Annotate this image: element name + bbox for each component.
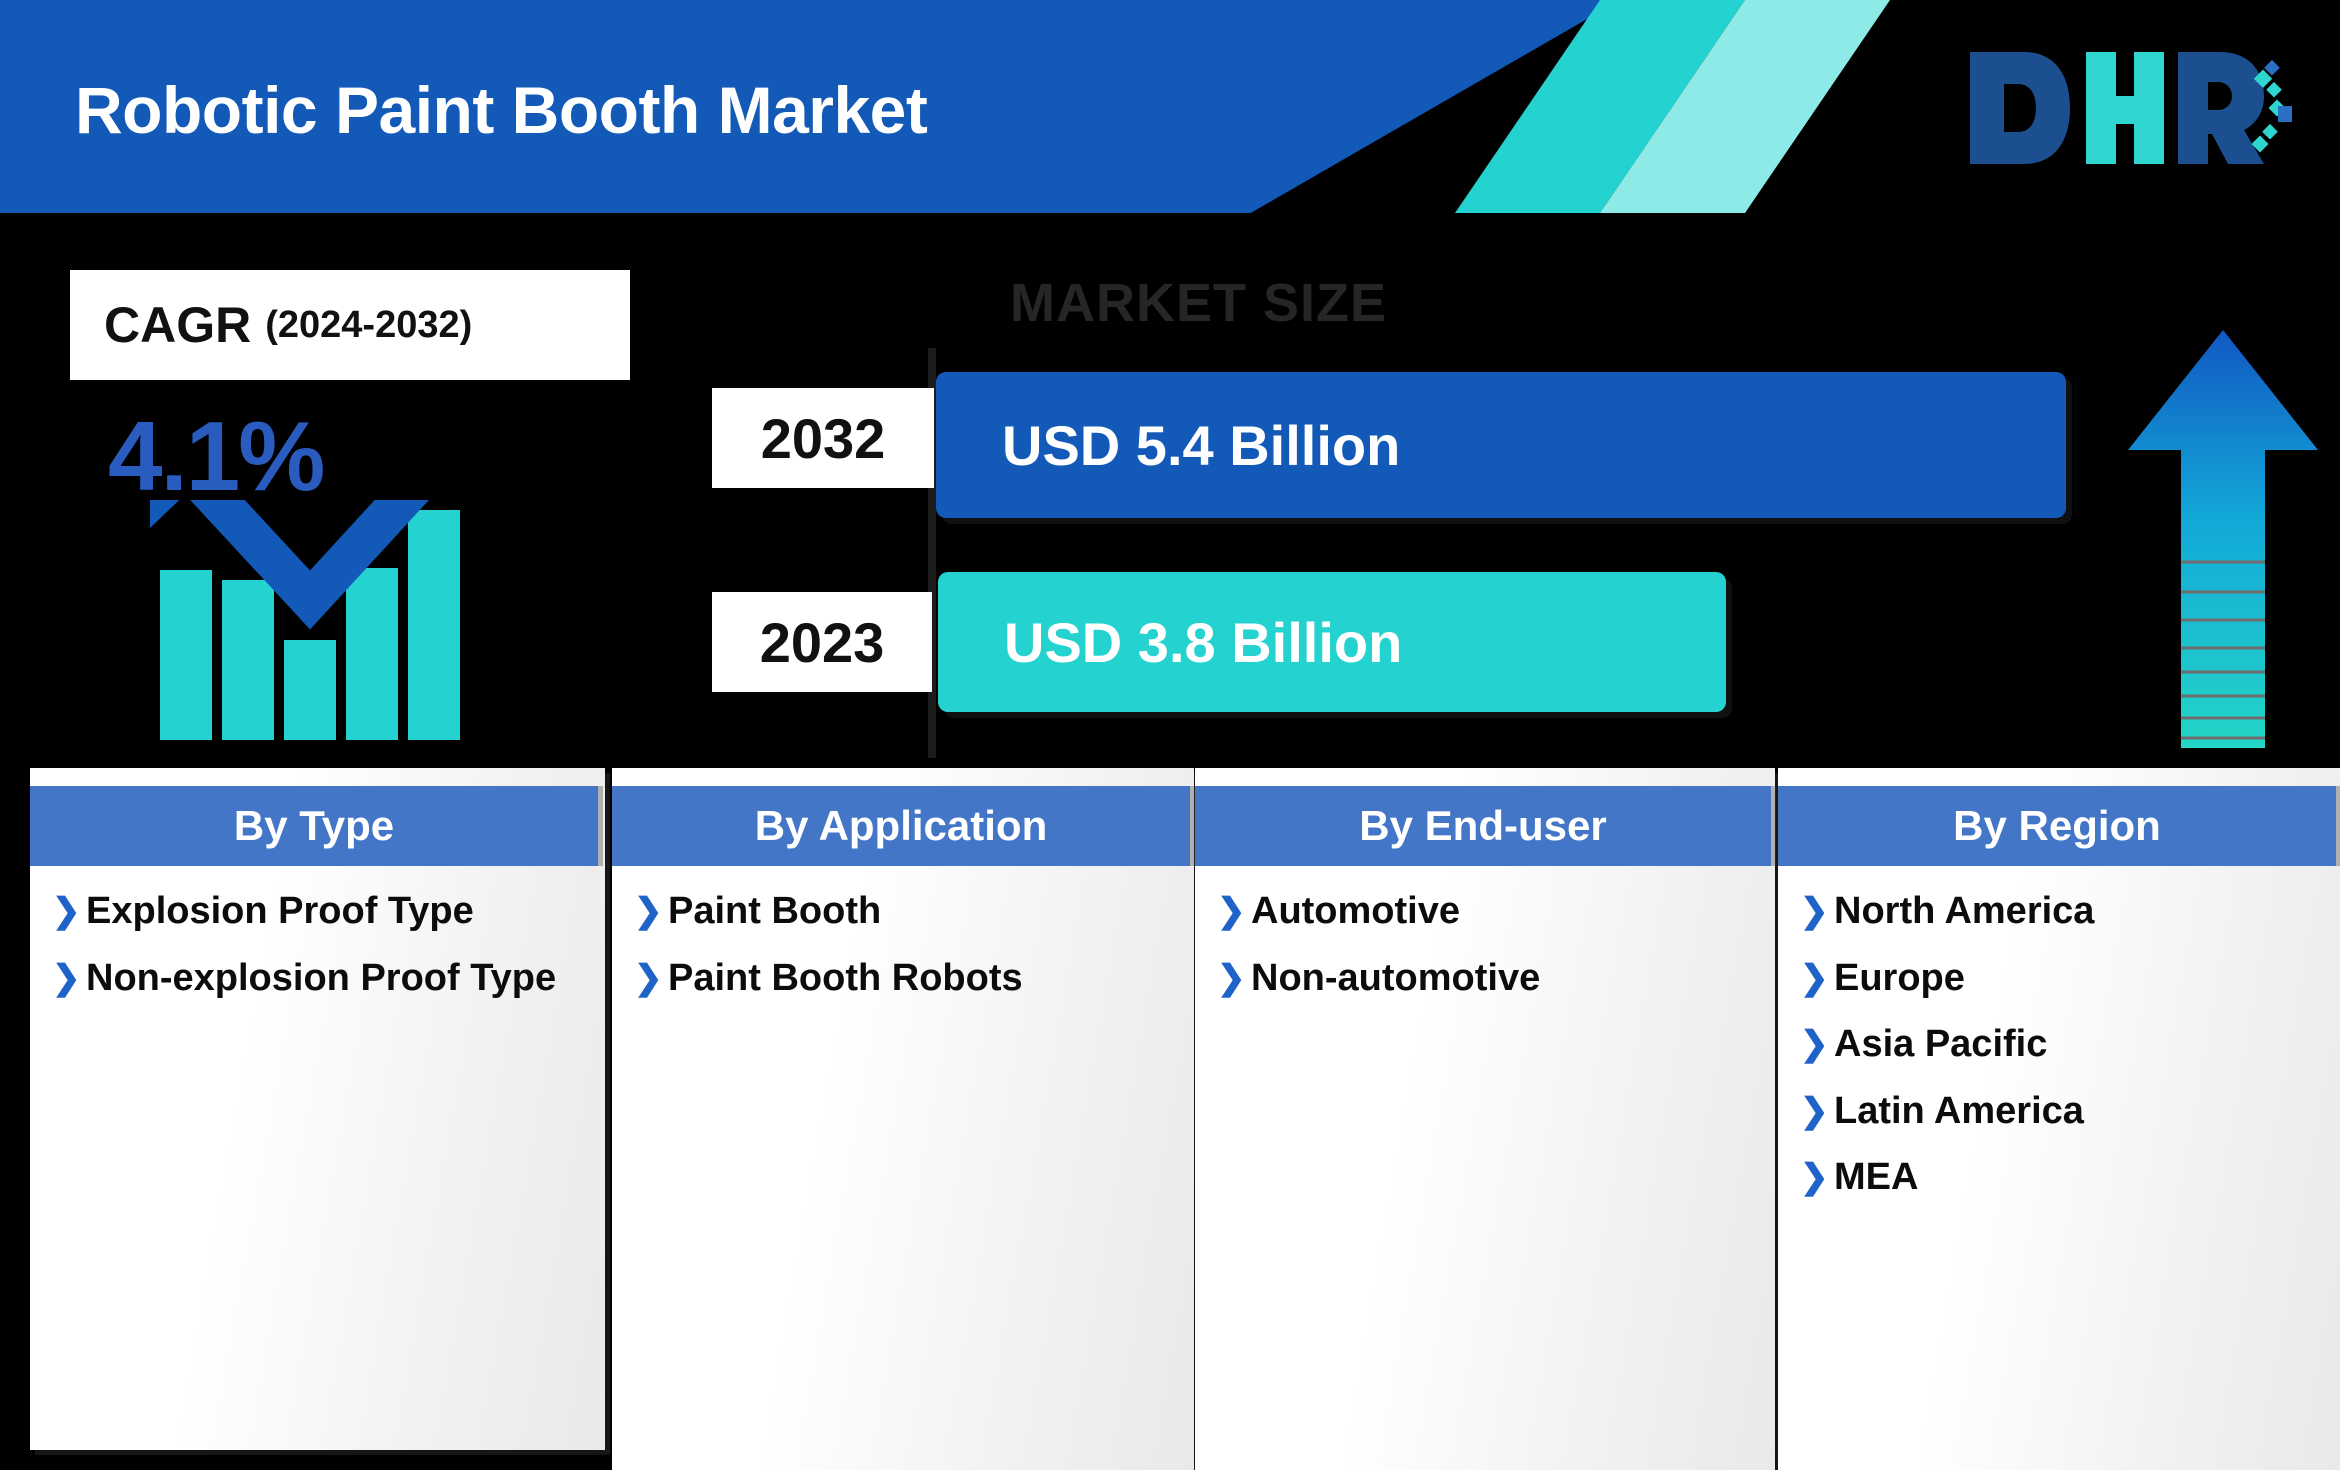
segment-columns: By Type ❯ Explosion Proof Type ❯ Non-exp… [0, 768, 2340, 1470]
list-item[interactable]: ❯ Asia Pacific [1800, 1023, 2326, 1066]
segment-card [30, 768, 605, 1450]
list-item[interactable]: ❯ Europe [1800, 957, 2326, 1000]
cagr-label: CAGR [104, 297, 252, 353]
chevron-right-icon: ❯ [1217, 958, 1246, 997]
market-size-value-2032: USD 5.4 Billion [1002, 413, 1401, 477]
cagr-box: CAGR (2024-2032) [70, 270, 630, 380]
segment-item-label: MEA [1834, 1156, 1919, 1199]
segment-item-label: Paint Booth Robots [668, 956, 1023, 999]
cagr-value: 4.1% [108, 401, 325, 511]
segment-card [612, 768, 1194, 1470]
market-size-value-2023: USD 3.8 Billion [1004, 610, 1403, 674]
list-item[interactable]: ❯ Paint Booth Robots [634, 957, 1180, 1000]
chevron-right-icon: ❯ [52, 892, 81, 930]
year-label-2032: 2032 [712, 388, 934, 488]
market-size-axis [928, 348, 936, 758]
segment-heading-by-type: By Type [30, 786, 598, 866]
segment-item-label: North America [1834, 890, 2095, 932]
segment-list-by-end-user: ❯ Automotive ❯ Non-automotive [1217, 890, 1761, 1023]
dhr-logo-icon [1970, 52, 2292, 164]
segment-list-by-application: ❯ Paint Booth ❯ Paint Booth Robots [634, 890, 1180, 1023]
chevron-right-icon: ❯ [1800, 958, 1829, 997]
segment-item-label: Asia Pacific [1834, 1023, 2048, 1066]
segment-item-label: Latin America [1834, 1089, 2084, 1132]
chevron-right-icon: ❯ [1800, 1025, 1829, 1064]
list-item[interactable]: ❯ North America [1800, 890, 2326, 933]
market-size-bar-2032: USD 5.4 Billion [936, 372, 2066, 518]
list-item[interactable]: ❯ Explosion Proof Type [52, 890, 591, 933]
list-item[interactable]: ❯ Paint Booth [634, 890, 1180, 933]
segment-heading-by-application: By Application [612, 786, 1190, 866]
chevron-right-icon: ❯ [1217, 892, 1246, 930]
segment-heading-by-end-user: By End-user [1195, 786, 1771, 866]
market-size-heading: MARKET SIZE [1010, 273, 1388, 333]
cagr-period: (2024-2032) [265, 303, 473, 346]
segment-card [1195, 768, 1775, 1470]
segment-item-label: Paint Booth [668, 890, 882, 932]
upward-arrow-icon [2128, 330, 2318, 748]
segment-item-label: Non-explosion Proof Type [86, 956, 557, 999]
segment-card [1778, 768, 2340, 1470]
list-item[interactable]: ❯ Latin America [1800, 1090, 2326, 1133]
segment-list-by-type: ❯ Explosion Proof Type ❯ Non-explosion P… [52, 890, 591, 1023]
chevron-right-icon: ❯ [52, 958, 81, 997]
segment-item-label: Explosion Proof Type [86, 890, 474, 932]
growth-chart-icon [150, 500, 460, 740]
chevron-right-icon: ❯ [634, 892, 663, 930]
segment-item-label: Automotive [1251, 890, 1460, 932]
list-item[interactable]: ❯ Non-explosion Proof Type [52, 957, 591, 1000]
chevron-right-icon: ❯ [1800, 892, 1829, 930]
page-header: Robotic Paint Booth Market [0, 0, 2340, 213]
segment-item-label: Europe [1834, 956, 1965, 999]
market-size-bar-2023: USD 3.8 Billion [938, 572, 1726, 712]
segment-item-label: Non-automotive [1251, 956, 1541, 999]
segment-list-by-region: ❯ North America ❯ Europe ❯ Asia Pacific … [1800, 890, 2326, 1223]
chevron-right-icon: ❯ [634, 958, 663, 997]
chevron-right-icon: ❯ [1800, 1158, 1829, 1197]
list-item[interactable]: ❯ MEA [1800, 1156, 2326, 1199]
segment-heading-by-region: By Region [1778, 786, 2336, 866]
list-item[interactable]: ❯ Automotive [1217, 890, 1761, 933]
chevron-right-icon: ❯ [1800, 1091, 1829, 1130]
year-label-2023: 2023 [712, 592, 932, 692]
page-title: Robotic Paint Booth Market [75, 73, 928, 147]
list-item[interactable]: ❯ Non-automotive [1217, 957, 1761, 1000]
